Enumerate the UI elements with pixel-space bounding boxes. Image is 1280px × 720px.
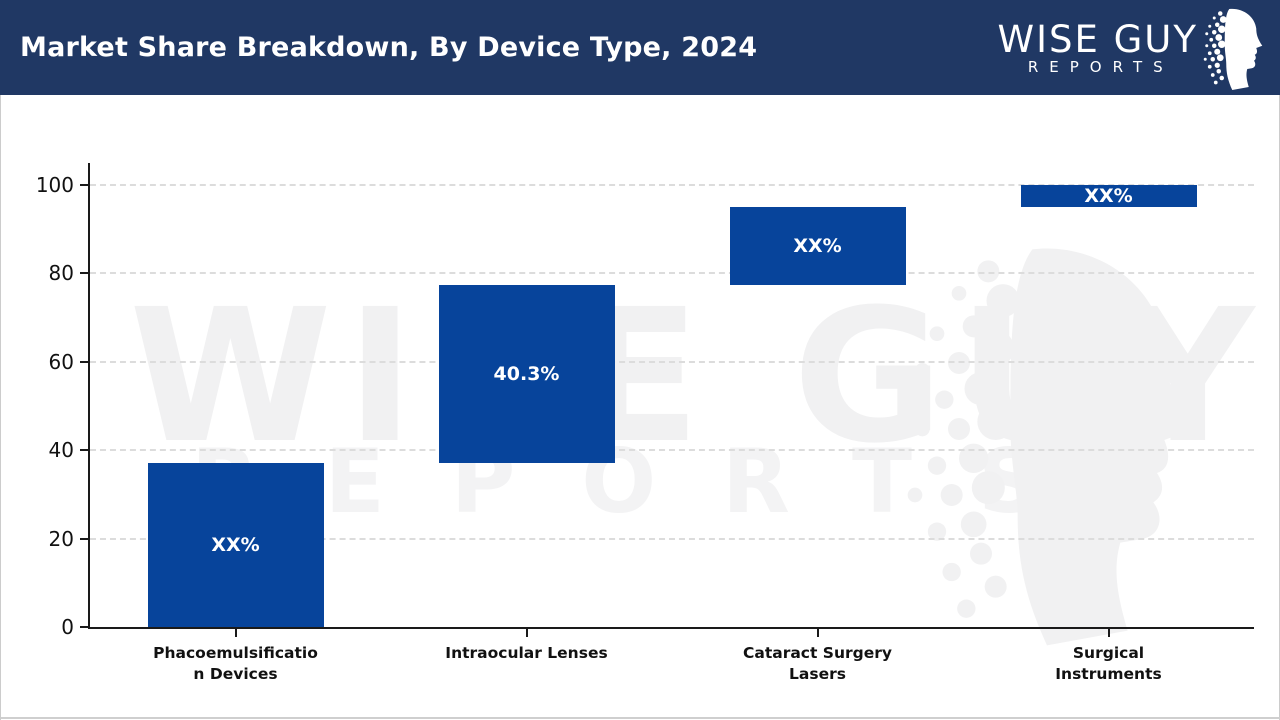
gridline: [90, 272, 1254, 275]
card-bottom-border: [1, 717, 1280, 719]
y-tick-label: 0: [61, 615, 74, 639]
y-tick-label: 100: [35, 173, 74, 198]
y-tick-label: 20: [48, 526, 74, 551]
bar: XX%: [729, 206, 906, 285]
watermark: WISE GUY REPORTS: [1, 95, 1279, 720]
logo-subtitle: REPORTS: [1027, 57, 1174, 76]
logo-wordmark: WISE GUY: [997, 17, 1198, 61]
x-tick: [816, 629, 819, 637]
y-axis-spine: [88, 163, 90, 629]
bar-value-label: 40.3%: [493, 362, 560, 385]
y-tick: [80, 272, 88, 275]
bar-value-label: XX%: [1084, 184, 1133, 207]
watermark-subtitle: REPORTS: [191, 430, 1108, 533]
bar: XX%: [1020, 184, 1197, 207]
header-bar: Market Share Breakdown, By Device Type, …: [0, 0, 1280, 95]
y-tick-label: 80: [48, 261, 74, 286]
bar-value-label: XX%: [793, 234, 842, 257]
y-tick: [80, 449, 88, 452]
y-tick: [80, 626, 88, 628]
y-tick-label: 60: [48, 349, 74, 374]
wiseguy-logo: WISE GUY REPORTS: [998, 6, 1266, 90]
bar: XX%: [147, 463, 324, 627]
wiseguy-face-icon: [1203, 8, 1263, 90]
gridline: [90, 537, 1254, 540]
y-tick-label: 40: [48, 438, 74, 463]
category-label: Cataract Surgery Lasers: [743, 644, 892, 683]
chart-card: WISE GUY REPORTS 0 20 40 60 80 100 XX% Phacoemu…: [0, 95, 1280, 720]
x-tick: [1107, 629, 1110, 637]
logo-text: WISE GUY REPORTS: [998, 21, 1198, 75]
y-tick: [80, 360, 88, 363]
gridline: [90, 449, 1254, 452]
plot-area: 0 20 40 60 80 100 XX% Phacoemulsificatio n Devi…: [36, 163, 1254, 683]
gridline: [90, 360, 1254, 363]
y-tick: [80, 184, 88, 187]
gridline: [90, 184, 1254, 187]
x-axis-spine: [88, 627, 1254, 629]
category-label: Intraocular Lenses: [445, 644, 608, 662]
category-label: Phacoemulsificatio n Devices: [153, 644, 318, 683]
bar-value-label: XX%: [211, 534, 260, 557]
x-tick: [234, 629, 237, 637]
bar: 40.3%: [438, 284, 615, 464]
category-label: Surgical Instruments: [1055, 644, 1162, 683]
x-tick: [525, 629, 528, 637]
page-title: Market Share Breakdown, By Device Type, …: [20, 32, 758, 63]
y-tick: [80, 537, 88, 540]
watermark-face-icon: [907, 248, 1194, 646]
